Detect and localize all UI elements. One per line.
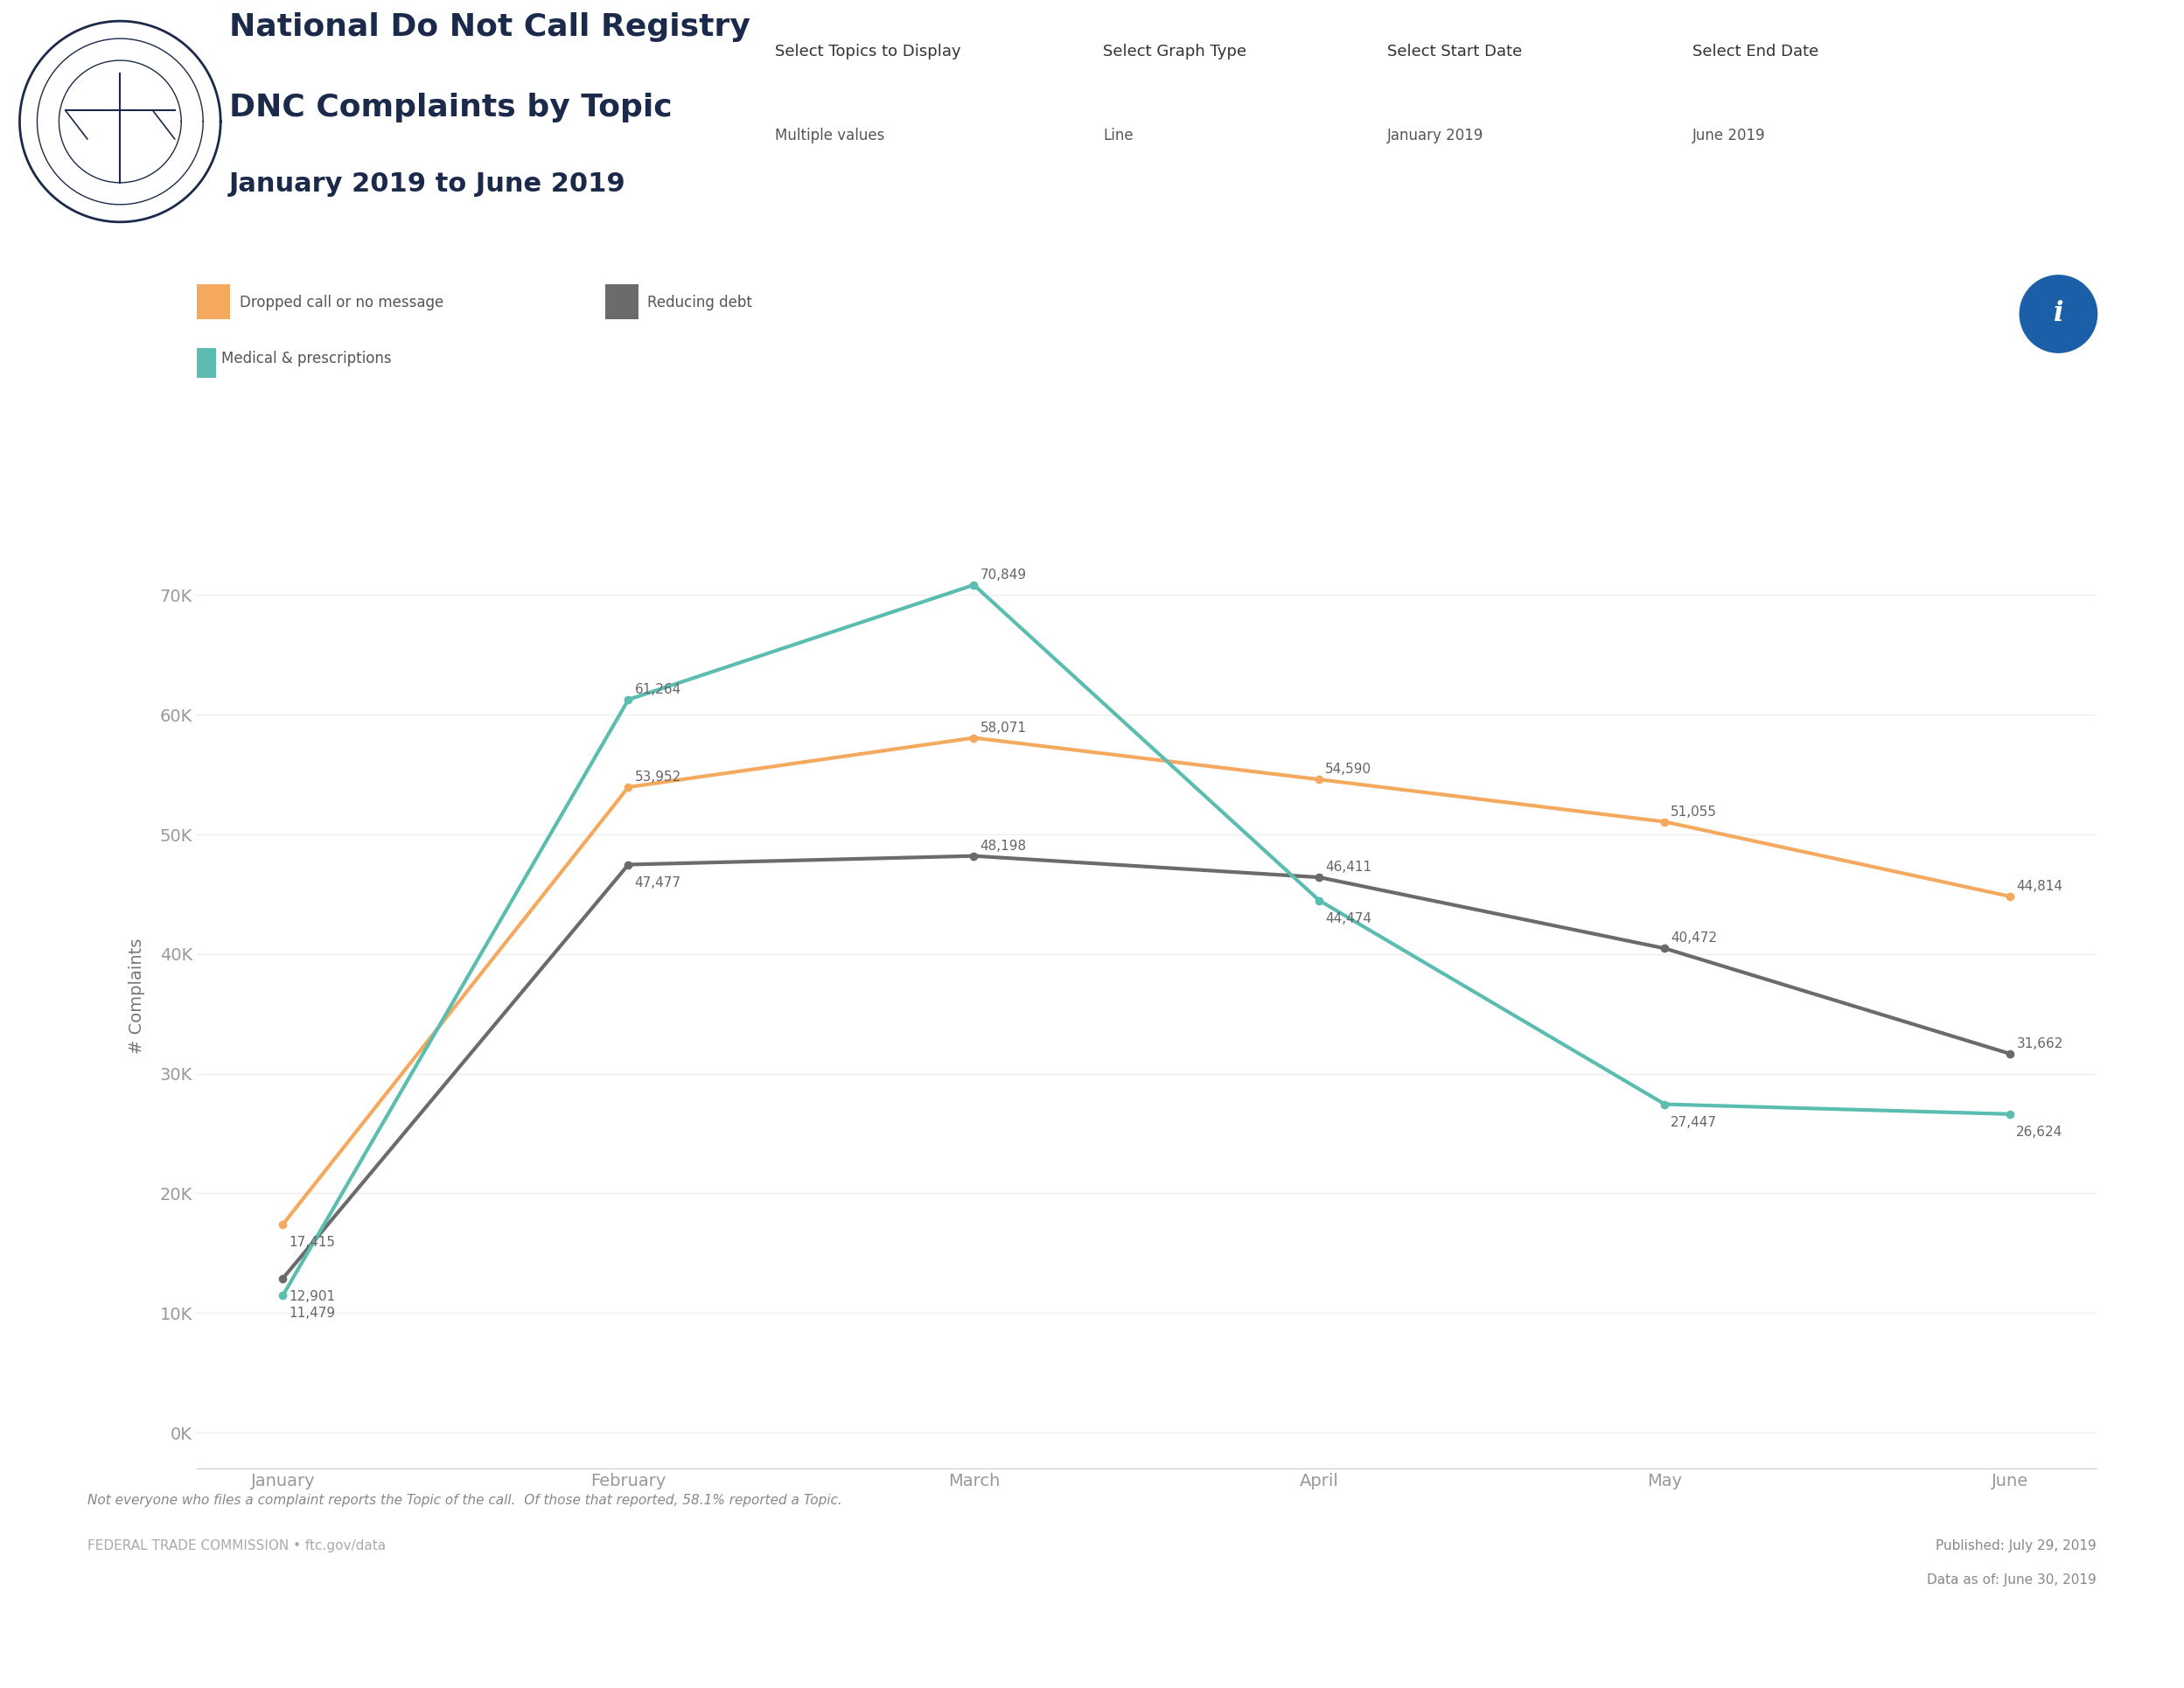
- Text: Select Topics to Display: Select Topics to Display: [775, 44, 961, 59]
- Text: FEDERAL TRADE COMMISSION • ftc.gov/data: FEDERAL TRADE COMMISSION • ftc.gov/data: [87, 1539, 387, 1553]
- Text: 46,411: 46,411: [1326, 861, 1372, 874]
- Text: Dropped call or no message: Dropped call or no message: [240, 294, 443, 311]
- Text: Line: Line: [1103, 127, 1133, 143]
- Text: Medical & prescriptions: Medical & prescriptions: [223, 351, 391, 366]
- Y-axis label: # Complaints: # Complaints: [129, 939, 144, 1053]
- FancyBboxPatch shape: [605, 284, 638, 319]
- FancyBboxPatch shape: [197, 284, 229, 319]
- Text: i: i: [2053, 300, 2064, 327]
- Text: 40,472: 40,472: [1671, 932, 1717, 945]
- FancyBboxPatch shape: [197, 348, 216, 378]
- Text: 51,055: 51,055: [1671, 805, 1717, 819]
- Text: 54,590: 54,590: [1326, 763, 1372, 776]
- Text: 44,814: 44,814: [2016, 879, 2062, 893]
- Text: 58,071: 58,071: [981, 721, 1026, 734]
- Text: Not everyone who files a complaint reports the Topic of the call.  Of those that: Not everyone who files a complaint repor…: [87, 1494, 843, 1507]
- Text: 17,415: 17,415: [288, 1236, 336, 1249]
- Text: 11,479: 11,479: [288, 1307, 336, 1320]
- Text: Data as of: June 30, 2019: Data as of: June 30, 2019: [1926, 1573, 2097, 1587]
- Text: Select Graph Type: Select Graph Type: [1103, 44, 1247, 59]
- Text: 48,198: 48,198: [981, 839, 1026, 852]
- Text: 27,447: 27,447: [1671, 1116, 1717, 1129]
- Text: 26,624: 26,624: [2016, 1126, 2064, 1139]
- Text: 12,901: 12,901: [288, 1290, 336, 1303]
- Text: Reducing debt: Reducing debt: [649, 294, 753, 311]
- Text: 61,264: 61,264: [636, 684, 681, 695]
- Text: 44,474: 44,474: [1326, 912, 1372, 925]
- Text: 31,662: 31,662: [2016, 1036, 2064, 1050]
- Text: January 2019 to June 2019: January 2019 to June 2019: [229, 172, 627, 197]
- Text: Published: July 29, 2019: Published: July 29, 2019: [1935, 1539, 2097, 1553]
- Circle shape: [2020, 275, 2097, 353]
- Text: 47,477: 47,477: [636, 876, 681, 890]
- Text: Select Start Date: Select Start Date: [1387, 44, 1522, 59]
- Text: Select End Date: Select End Date: [1693, 44, 1819, 59]
- Text: National Do Not Call Registry: National Do Not Call Registry: [229, 12, 751, 42]
- Text: 53,952: 53,952: [636, 770, 681, 783]
- Text: DNC Complaints by Topic: DNC Complaints by Topic: [229, 93, 673, 123]
- Text: June 2019: June 2019: [1693, 127, 1765, 143]
- Text: 70,849: 70,849: [981, 569, 1026, 581]
- Text: January 2019: January 2019: [1387, 127, 1483, 143]
- Text: Multiple values: Multiple values: [775, 127, 885, 143]
